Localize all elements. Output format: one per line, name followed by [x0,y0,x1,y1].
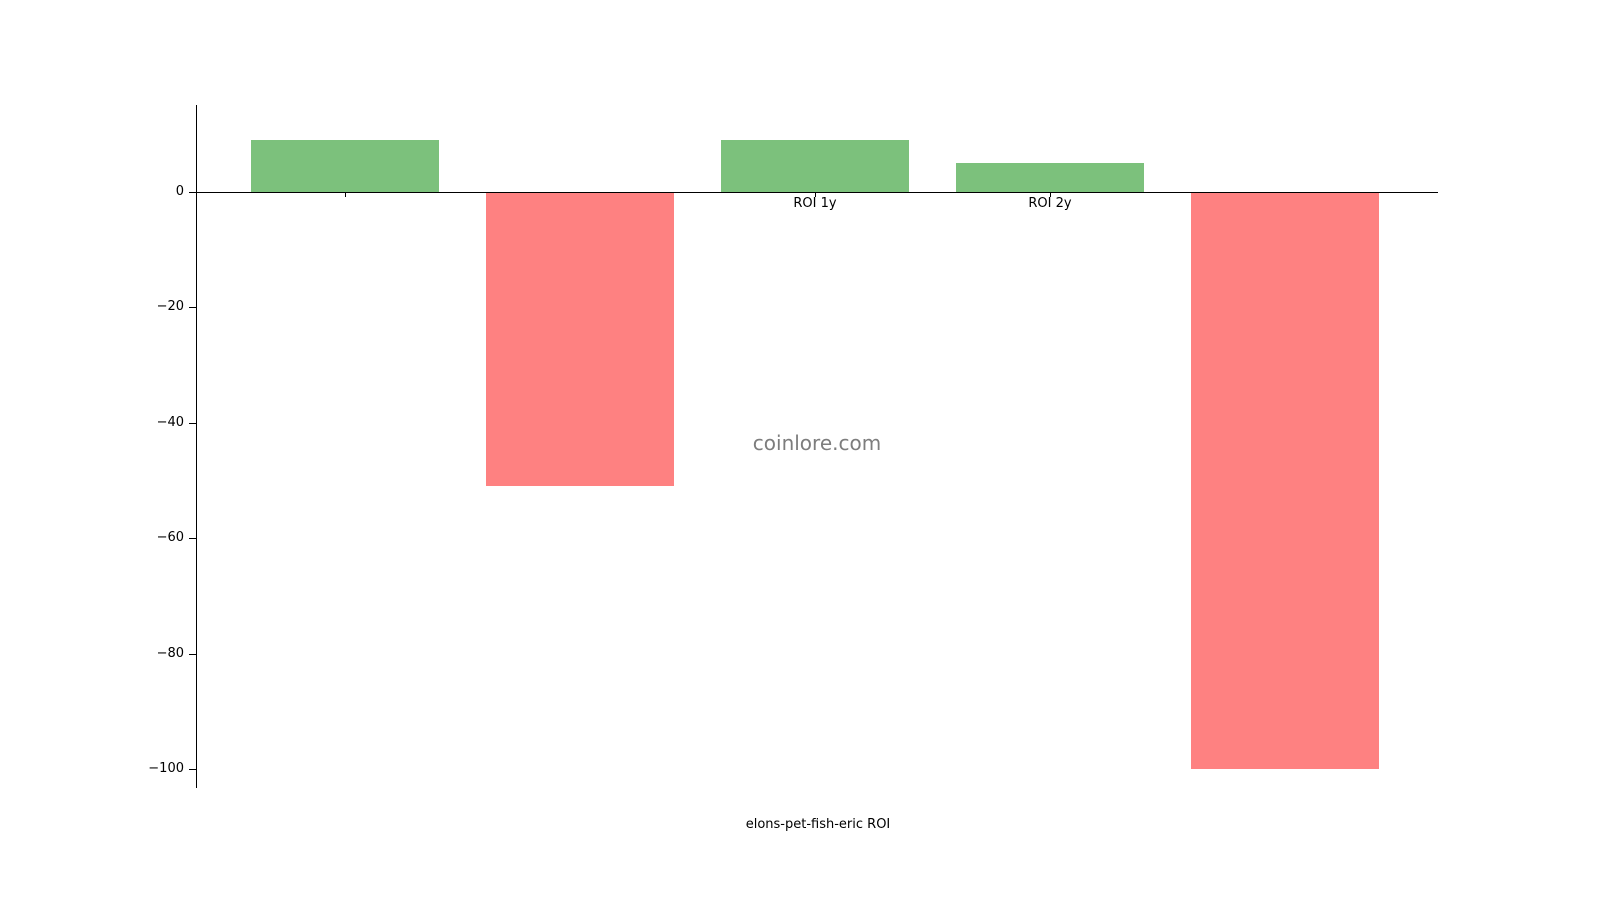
y-tick-label: −60 [156,530,184,545]
y-tick-label: −80 [156,646,184,661]
chart-title: elons-pet-fish-eric ROI [745,817,891,832]
y-tick-label: 0 [175,184,184,199]
x-tick-label: ROI 2y [1028,196,1072,211]
x-tick-mark [815,192,816,197]
y-tick-mark [189,192,196,193]
y-tick-label: −40 [156,415,184,430]
x-axis-line [196,192,1438,193]
y-tick-label: −100 [148,761,184,776]
bar-ROI 1y [721,140,909,192]
y-axis-line [196,105,197,788]
bar-series-1 [251,140,439,192]
x-tick-mark [1050,192,1051,197]
bar-series-2 [486,192,674,486]
y-tick-mark [189,769,196,770]
y-tick-mark [189,654,196,655]
y-tick-label: −20 [156,299,184,314]
y-tick-mark [189,423,196,424]
x-tick-mark [345,192,346,197]
bar-series-5 [1191,192,1379,769]
y-tick-mark [189,538,196,539]
y-tick-mark [189,307,196,308]
x-tick-label: ROI 1y [793,196,837,211]
watermark-text: coinlore.com [752,431,882,455]
bar-ROI 2y [956,163,1144,192]
